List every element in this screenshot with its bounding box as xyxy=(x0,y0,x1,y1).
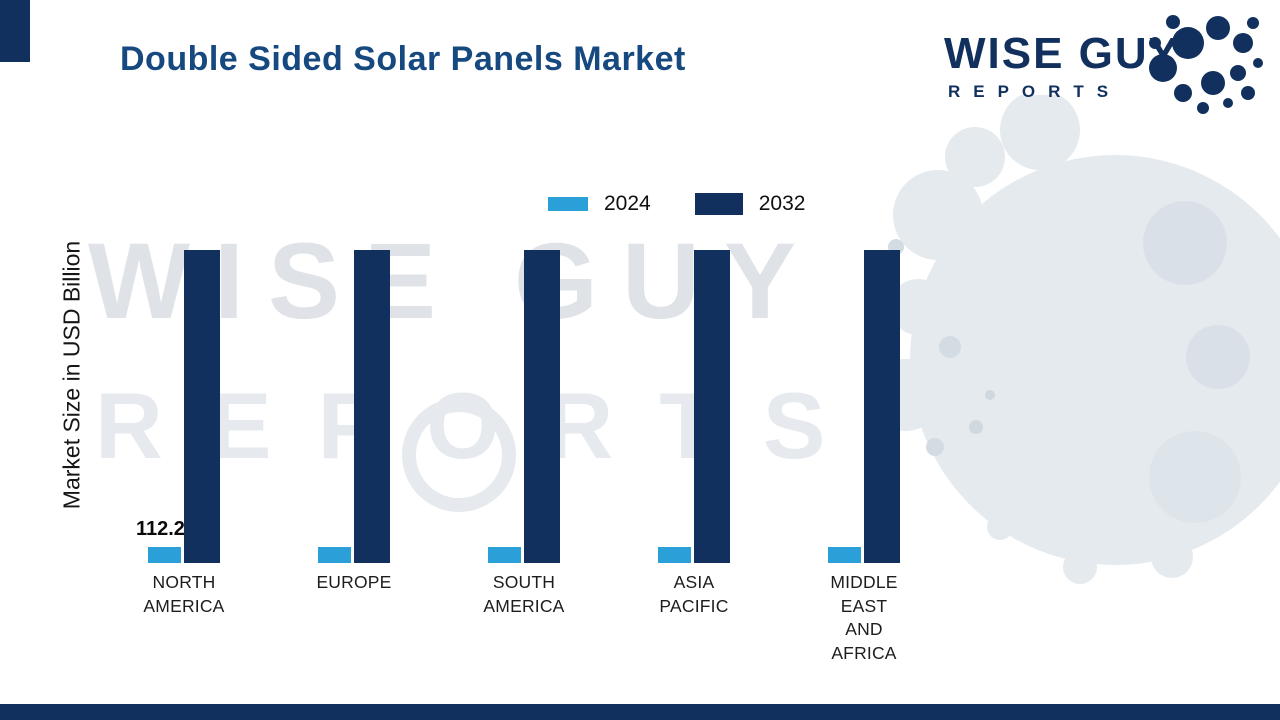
bar-2024 xyxy=(148,547,181,563)
bar-2024 xyxy=(488,547,521,563)
logo-head-dots-icon xyxy=(1149,15,1263,114)
bar-2032 xyxy=(864,250,900,563)
logo-wordmark: WISE GUY xyxy=(943,29,1180,78)
legend-swatch-2024 xyxy=(548,197,588,211)
bar-2024 xyxy=(318,547,351,563)
category-label: ASIA PACIFIC xyxy=(659,572,729,616)
logo: WISE GUY REPORTS xyxy=(944,32,1180,102)
bottom-accent-bar xyxy=(0,704,1280,720)
category-label: MIDDLE EAST AND AFRICA xyxy=(830,572,898,663)
legend-swatch-2032 xyxy=(694,193,743,215)
bar-2024 xyxy=(828,547,861,563)
bar-group: EUROPE xyxy=(316,250,391,592)
bar-2032 xyxy=(184,250,220,563)
category-label: SOUTH AMERICA xyxy=(483,572,565,616)
bar-2032 xyxy=(354,250,390,563)
page-title: Double Sided Solar Panels Market xyxy=(120,40,686,78)
bar-group: ASIA PACIFIC xyxy=(658,250,730,616)
bar-group: MIDDLE EAST AND AFRICA xyxy=(828,250,900,663)
bar-group: 112.28 NORTH AMERICA xyxy=(136,250,224,616)
head-silhouette-graphic xyxy=(880,95,1280,584)
bar-2024 xyxy=(658,547,691,563)
y-axis-label: Market Size in USD Billion xyxy=(58,240,85,510)
bar-groups: 112.28 NORTH AMERICA EUROPE SOUTH AMERIC… xyxy=(136,250,900,663)
bar-2032 xyxy=(694,250,730,563)
legend-label-2032: 2032 xyxy=(758,192,806,215)
value-label: 112.28 xyxy=(135,518,197,540)
corner-accent xyxy=(0,0,30,62)
legend-label-2024: 2024 xyxy=(604,192,651,215)
legend-item-2024: 2024 xyxy=(548,192,651,216)
category-label: EUROPE xyxy=(316,572,392,592)
legend: 2024 2032 xyxy=(548,192,805,216)
legend-item-2032: 2032 xyxy=(694,192,806,216)
category-label: NORTH AMERICA xyxy=(143,572,225,616)
bar-group: SOUTH AMERICA xyxy=(483,250,564,616)
bar-2032 xyxy=(524,250,560,563)
